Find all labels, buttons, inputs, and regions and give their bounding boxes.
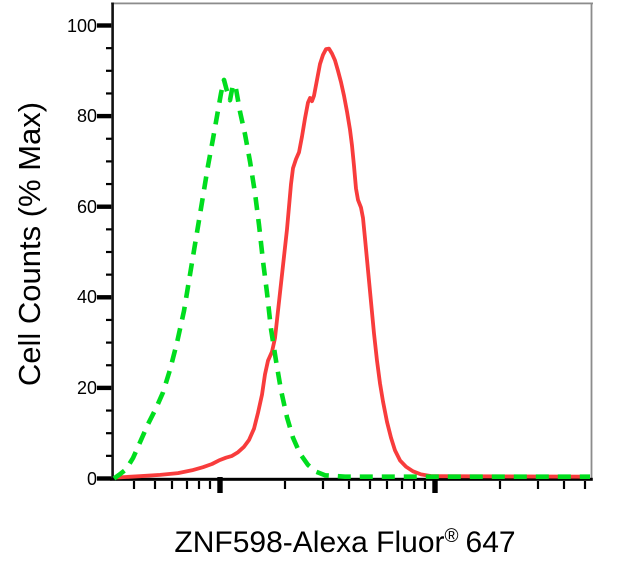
x-minor-tick — [197, 481, 201, 489]
y-minor-tick — [106, 182, 112, 186]
plot-frame-top — [111, 2, 593, 5]
red-solid-curve — [114, 46, 591, 480]
y-major-tick — [97, 385, 112, 391]
y-minor-tick — [106, 454, 112, 457]
x-minor-tick — [562, 481, 566, 489]
x-major-tick — [432, 477, 438, 493]
y-minor-tick — [106, 228, 112, 231]
x-minor-tick — [400, 481, 404, 489]
y-minor-tick — [106, 341, 112, 344]
y-minor-tick — [106, 92, 112, 95]
x-minor-tick — [283, 481, 287, 489]
x-major-tick — [217, 477, 223, 493]
y-tick-label: 100 — [66, 15, 97, 36]
y-minor-tick — [106, 273, 112, 276]
y-minor-tick — [106, 69, 112, 72]
y-major-tick — [97, 113, 112, 119]
y-axis-line — [111, 2, 114, 478]
x-minor-tick — [412, 481, 416, 489]
y-minor-tick — [106, 318, 112, 322]
x-axis-title-number: 647 — [465, 526, 516, 559]
y-minor-tick — [106, 364, 112, 367]
y-major-tick — [97, 204, 112, 209]
x-minor-tick — [498, 481, 502, 489]
green-dashed-curve — [112, 77, 590, 481]
x-axis-line — [110, 477, 593, 481]
y-minor-tick — [106, 409, 112, 412]
plot-frame-right — [590, 2, 593, 479]
x-minor-tick — [583, 481, 587, 489]
y-tick-label: 20 — [76, 377, 97, 398]
y-minor-tick — [106, 160, 112, 163]
x-minor-tick — [170, 481, 174, 489]
y-tick-label: 40 — [76, 287, 97, 308]
y-axis-label: Cell Counts (% Max) — [12, 101, 47, 387]
registered-trademark-symbol: ® — [444, 526, 459, 547]
x-minor-tick — [385, 481, 389, 489]
x-axis-title-main: ZNF598-Alexa Fluor — [174, 526, 445, 559]
y-tick-label: 0 — [86, 468, 97, 489]
x-axis-title: ZNF598-Alexa Fluor® 647 — [95, 526, 595, 560]
y-minor-tick — [106, 47, 112, 50]
x-minor-tick — [347, 481, 351, 489]
y-minor-tick — [106, 137, 112, 140]
y-minor-tick — [106, 250, 112, 254]
x-minor-tick — [368, 481, 372, 489]
x-minor-tick — [132, 481, 136, 489]
x-minor-tick — [208, 481, 212, 489]
x-minor-tick — [536, 481, 540, 489]
y-major-tick — [97, 476, 112, 481]
x-minor-tick — [321, 481, 325, 489]
y-tick-label: 80 — [76, 106, 97, 127]
y-major-tick — [97, 295, 112, 300]
x-minor-tick — [423, 481, 427, 489]
y-tick-label: 60 — [76, 196, 97, 217]
x-minor-tick — [153, 481, 157, 489]
y-minor-tick — [106, 432, 112, 435]
y-major-tick — [97, 23, 112, 28]
x-minor-tick — [185, 481, 189, 489]
